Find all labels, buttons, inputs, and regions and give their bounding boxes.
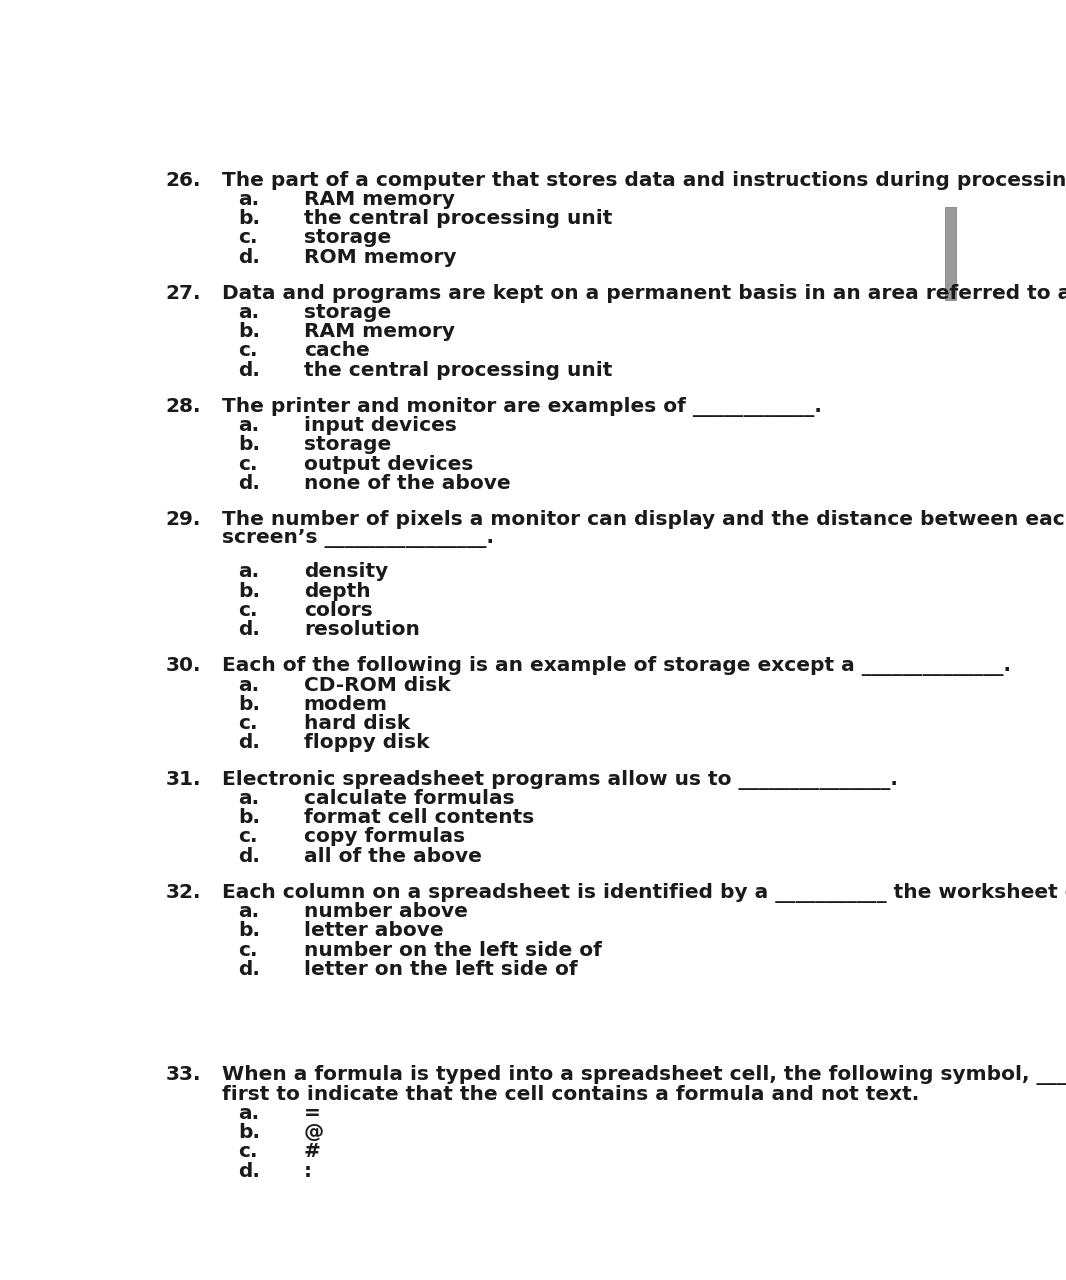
Text: Data and programs are kept on a permanent basis in an area referred to as ______: Data and programs are kept on a permanen…: [223, 284, 1066, 303]
Text: 27.: 27.: [166, 284, 201, 303]
Text: c.: c.: [238, 454, 257, 474]
Text: Each column on a spreadsheet is identified by a ___________ the worksheet grid.: Each column on a spreadsheet is identifi…: [223, 883, 1066, 902]
Text: d.: d.: [238, 1161, 260, 1180]
Text: a.: a.: [238, 676, 259, 695]
Text: depth: depth: [304, 581, 370, 600]
Text: @: @: [304, 1123, 324, 1142]
Text: c.: c.: [238, 714, 257, 733]
Text: The number of pixels a monitor can display and the distance between each pixel d: The number of pixels a monitor can displ…: [223, 511, 1066, 529]
Text: the central processing unit: the central processing unit: [304, 209, 612, 228]
Text: b.: b.: [238, 209, 260, 228]
Text: d.: d.: [238, 247, 260, 266]
Text: a.: a.: [238, 1103, 259, 1123]
Text: cache: cache: [304, 342, 370, 361]
Text: calculate formulas: calculate formulas: [304, 788, 515, 808]
Text: b.: b.: [238, 808, 260, 827]
Text: hard disk: hard disk: [304, 714, 409, 733]
Text: a.: a.: [238, 902, 259, 922]
Text: all of the above: all of the above: [304, 846, 482, 865]
Text: The part of a computer that stores data and instructions during processing is __: The part of a computer that stores data …: [223, 170, 1066, 191]
Text: Electronic spreadsheet programs allow us to _______________.: Electronic spreadsheet programs allow us…: [223, 769, 899, 790]
Text: c.: c.: [238, 342, 257, 361]
Text: first to indicate that the cell contains a formula and not text.: first to indicate that the cell contains…: [223, 1084, 920, 1103]
Text: The printer and monitor are examples of ____________.: The printer and monitor are examples of …: [223, 397, 822, 417]
Text: b.: b.: [238, 922, 260, 941]
Text: modem: modem: [304, 695, 388, 714]
Text: colors: colors: [304, 602, 372, 620]
Text: d.: d.: [238, 474, 260, 493]
Text: d.: d.: [238, 733, 260, 753]
Text: c.: c.: [238, 1142, 257, 1161]
Text: 29.: 29.: [166, 511, 201, 529]
Text: storage: storage: [304, 303, 391, 323]
Text: a.: a.: [238, 303, 259, 323]
Text: c.: c.: [238, 941, 257, 960]
Text: a.: a.: [238, 562, 259, 581]
Text: 26.: 26.: [166, 170, 201, 189]
Text: d.: d.: [238, 960, 260, 979]
Text: density: density: [304, 562, 388, 581]
Text: a.: a.: [238, 416, 259, 435]
Text: =: =: [304, 1103, 321, 1123]
Text: the central processing unit: the central processing unit: [304, 361, 612, 380]
Text: b.: b.: [238, 1123, 260, 1142]
Text: 28.: 28.: [166, 397, 201, 416]
Text: a.: a.: [238, 788, 259, 808]
Text: c.: c.: [238, 602, 257, 620]
Text: storage: storage: [304, 228, 391, 247]
Text: b.: b.: [238, 435, 260, 454]
Text: 32.: 32.: [166, 883, 201, 902]
Text: b.: b.: [238, 695, 260, 714]
Text: When a formula is typed into a spreadsheet cell, the following symbol, _________: When a formula is typed into a spreadshe…: [223, 1065, 1066, 1085]
Text: #: #: [304, 1142, 321, 1161]
Text: format cell contents: format cell contents: [304, 808, 534, 827]
Text: Each of the following is an example of storage except a ______________.: Each of the following is an example of s…: [223, 657, 1012, 676]
Text: d.: d.: [238, 846, 260, 865]
Text: d.: d.: [238, 621, 260, 639]
Text: output devices: output devices: [304, 454, 473, 474]
Text: letter above: letter above: [304, 922, 443, 941]
Text: 30.: 30.: [166, 657, 201, 676]
Text: :: :: [304, 1161, 311, 1180]
Text: number above: number above: [304, 902, 468, 922]
Text: b.: b.: [238, 323, 260, 342]
Text: storage: storage: [304, 435, 391, 454]
Text: screen’s ________________.: screen’s ________________.: [223, 530, 495, 548]
Text: copy formulas: copy formulas: [304, 827, 465, 846]
Text: 33.: 33.: [166, 1065, 201, 1084]
Text: RAM memory: RAM memory: [304, 189, 455, 209]
Text: d.: d.: [238, 361, 260, 380]
Text: c.: c.: [238, 228, 257, 247]
FancyBboxPatch shape: [944, 207, 955, 300]
Text: none of the above: none of the above: [304, 474, 511, 493]
Text: resolution: resolution: [304, 621, 420, 639]
Text: RAM memory: RAM memory: [304, 323, 455, 342]
Text: c.: c.: [238, 827, 257, 846]
Text: ROM memory: ROM memory: [304, 247, 456, 266]
Text: input devices: input devices: [304, 416, 456, 435]
Text: CD-ROM disk: CD-ROM disk: [304, 676, 450, 695]
Text: number on the left side of: number on the left side of: [304, 941, 601, 960]
Text: 31.: 31.: [166, 769, 201, 788]
Text: b.: b.: [238, 581, 260, 600]
Text: a.: a.: [238, 189, 259, 209]
Text: letter on the left side of: letter on the left side of: [304, 960, 578, 979]
Text: floppy disk: floppy disk: [304, 733, 430, 753]
